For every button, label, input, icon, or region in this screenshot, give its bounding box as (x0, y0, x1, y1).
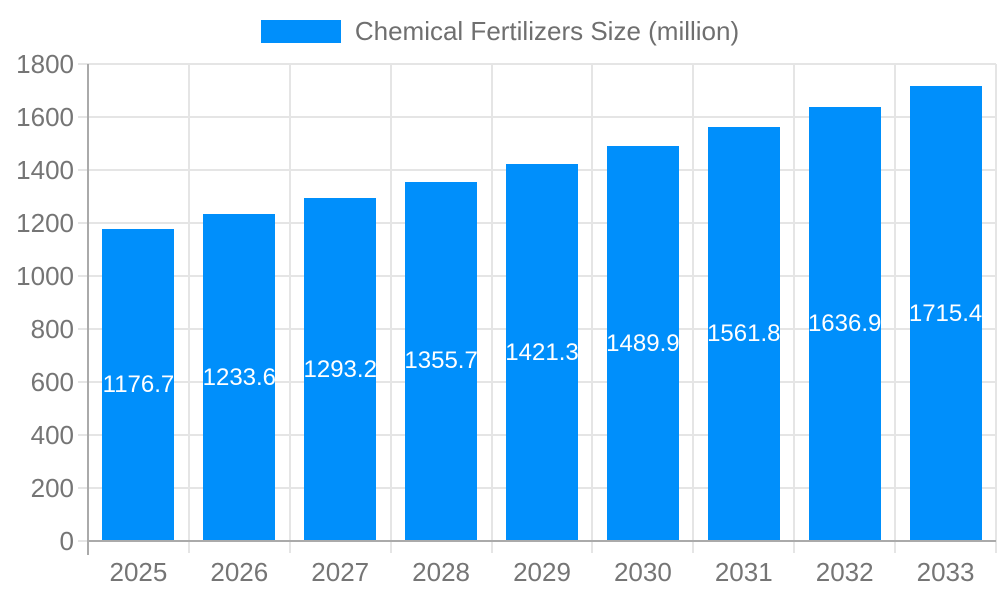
y-gridline (78, 116, 996, 118)
y-axis-line (87, 64, 89, 555)
y-axis-tick-label: 800 (30, 314, 74, 344)
x-gridline (591, 64, 594, 553)
x-axis-tick-label: 2027 (311, 557, 370, 587)
bar-value-label: 1176.7 (102, 371, 175, 399)
bar-value-label: 1561.8 (707, 320, 781, 348)
bar-value-label: 1421.3 (505, 338, 579, 366)
bar: 1561.8 (707, 127, 781, 541)
bar: 1233.6 (202, 214, 277, 541)
y-axis-tick-label: 1400 (16, 155, 74, 185)
y-axis-tick-label: 1800 (16, 49, 74, 79)
y-axis-tick-label: 600 (30, 367, 74, 397)
bar: 1293.2 (303, 198, 377, 541)
y-axis-tick-label: 1200 (16, 208, 74, 238)
bar: 1421.3 (505, 164, 579, 541)
y-axis-tick-label: 400 (30, 420, 74, 450)
x-axis-tick-label: 2033 (916, 557, 975, 587)
x-axis-tick-label: 2025 (109, 557, 168, 587)
x-axis-tick-label: 2026 (210, 557, 269, 587)
y-axis-tick-label: 0 (59, 526, 74, 556)
bar: 1636.9 (807, 107, 882, 541)
bar: 1715.4 (908, 86, 983, 541)
x-axis-tick-label: 2029 (513, 557, 571, 587)
bar-value-label: 1489.9 (606, 329, 680, 357)
bar-value-label: 1233.6 (202, 363, 277, 391)
bar-value-label: 1715.4 (908, 299, 983, 327)
bar: 1489.9 (606, 146, 680, 541)
legend-label: Chemical Fertilizers Size (million) (354, 16, 740, 46)
y-axis-tick-label: 200 (30, 473, 74, 503)
bar: 1355.7 (404, 181, 478, 541)
bar-value-label: 1355.7 (404, 347, 478, 375)
legend-item[interactable]: Chemical Fertilizers Size (million) (260, 16, 740, 46)
x-gridline (490, 64, 493, 553)
x-axis-tick-label: 2030 (613, 557, 672, 587)
x-axis-line (88, 540, 996, 542)
x-axis-tick-label: 2032 (815, 557, 874, 587)
x-axis-tick-label: 2031 (714, 557, 773, 587)
x-gridline (692, 64, 695, 553)
plot-area: 1176.7 1233.6 1293.2 1355.7 1421.3 1489.9 1561… (78, 63, 997, 555)
legend-swatch (260, 19, 341, 43)
bar-value-label: 1636.9 (807, 310, 882, 338)
bar-value-label: 1293.2 (303, 355, 377, 383)
x-gridline (894, 64, 897, 553)
bar: 1176.7 (102, 229, 175, 541)
y-axis-tick-label: 1600 (16, 102, 74, 132)
y-axis-tick-label: 1000 (16, 261, 74, 291)
x-gridline (995, 64, 997, 553)
y-gridline (78, 63, 996, 65)
x-gridline (187, 64, 190, 553)
x-gridline (389, 64, 392, 553)
x-gridline (793, 64, 796, 553)
x-axis-tick-label: 2028 (412, 557, 471, 587)
x-gridline (288, 64, 291, 553)
legend: Chemical Fertilizers Size (million) (0, 17, 1000, 45)
